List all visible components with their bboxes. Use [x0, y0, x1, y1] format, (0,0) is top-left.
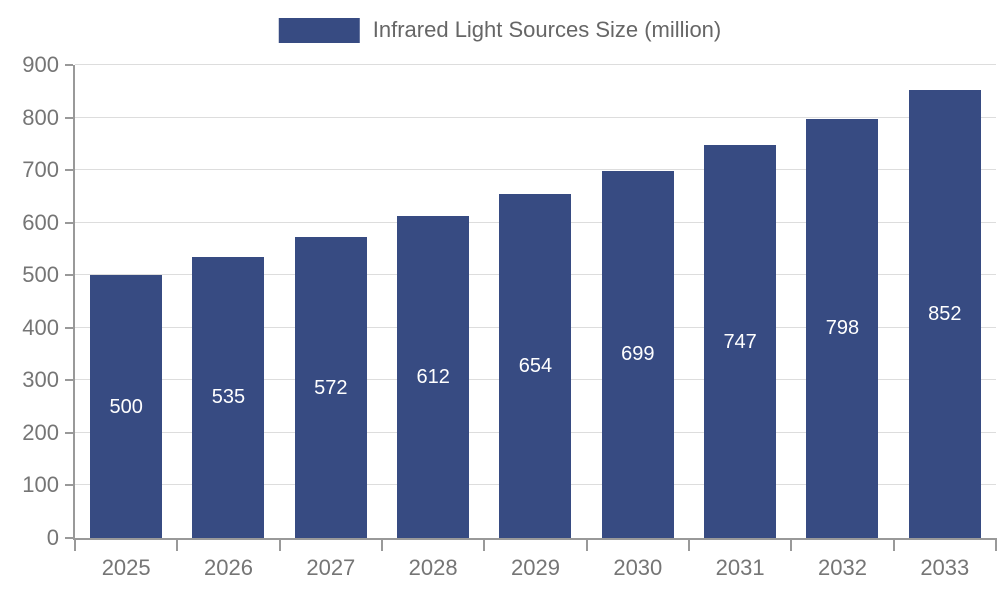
bar-2028[interactable]: 612 — [397, 216, 470, 538]
x-axis-tick — [687, 538, 690, 551]
x-tick-label: 2033 — [920, 555, 970, 580]
bar-value-label: 654 — [518, 355, 553, 378]
x-tick-label: 2030 — [613, 555, 663, 580]
legend-label: Infrared Light Sources Size (million) — [372, 17, 722, 42]
x-tick-label: 2031 — [715, 555, 765, 580]
y-axis-tick — [65, 169, 73, 172]
x-axis-tick — [278, 538, 281, 551]
x-tick-label: 2027 — [306, 555, 356, 580]
bar-2025[interactable]: 500 — [90, 275, 163, 538]
gridline — [75, 116, 996, 118]
x-axis-tick — [995, 538, 997, 551]
bar-band-2027: 572 — [280, 65, 382, 538]
gridline — [75, 64, 996, 65]
x-axis-tick — [380, 538, 383, 551]
y-axis-tick — [65, 116, 73, 119]
bar-value-label: 612 — [416, 366, 450, 389]
y-axis-tick — [65, 537, 73, 539]
y-tick-label: 700 — [22, 157, 59, 183]
x-axis-tick — [483, 538, 486, 551]
y-tick-label: 400 — [22, 314, 59, 340]
bar-value-label: 500 — [109, 395, 143, 418]
y-tick-label: 600 — [22, 209, 59, 235]
bar-2033[interactable]: 852 — [908, 90, 981, 538]
y-axis-tick — [65, 326, 73, 329]
bar-2030[interactable]: 699 — [601, 170, 674, 538]
y-tick-label: 300 — [22, 367, 59, 393]
x-tick-label: 2025 — [101, 555, 151, 580]
y-tick-label: 100 — [22, 472, 59, 498]
bar-2029[interactable]: 654 — [499, 194, 572, 538]
bar-value-label: 852 — [928, 303, 962, 326]
bar-value-label: 535 — [211, 386, 246, 409]
y-axis-tick — [65, 274, 73, 277]
bar-value-label: 572 — [314, 376, 348, 399]
x-axis-tick — [176, 538, 179, 551]
bar-band-2033: 852 — [894, 65, 996, 538]
x-axis-tick — [585, 538, 588, 551]
bar-band-2032: 798 — [791, 65, 893, 538]
y-tick-label: 500 — [22, 262, 59, 288]
x-axis-tick — [790, 538, 793, 551]
bar-value-label: 798 — [825, 317, 860, 340]
bar-band-2025: 500 — [75, 65, 177, 538]
bar-value-label: 699 — [621, 343, 655, 366]
y-axis-tick — [65, 484, 73, 487]
y-tick-label: 800 — [22, 104, 59, 130]
bar-band-2031: 747 — [689, 65, 791, 538]
y-axis-tick — [65, 379, 73, 382]
bar-band-2029: 654 — [484, 65, 586, 538]
bars-layer: 500 535 572 612 654 699 747 798 852 — [75, 65, 996, 538]
legend[interactable]: Infrared Light Sources Size (million) — [278, 17, 722, 43]
bar-2032[interactable]: 798 — [806, 118, 879, 538]
x-tick-label: 2032 — [817, 555, 867, 580]
y-tick-label: 900 — [22, 52, 59, 77]
bar-value-label: 747 — [723, 330, 757, 353]
bar-2031[interactable]: 747 — [704, 145, 777, 538]
y-axis-tick — [65, 64, 73, 66]
bar-band-2030: 699 — [587, 65, 689, 538]
bar-band-2028: 612 — [382, 65, 484, 538]
y-axis-tick — [65, 221, 73, 224]
x-axis-tick — [74, 538, 76, 551]
legend-swatch — [278, 17, 360, 43]
bar-band-2026: 535 — [177, 65, 279, 538]
x-tick-label: 2029 — [511, 555, 560, 580]
plot-area: 0 100 200 300 400 500 600 700 800 900 500 535 572 61… — [22, 54, 997, 580]
y-tick-label: 200 — [22, 419, 59, 445]
x-tick-label: 2028 — [408, 555, 458, 580]
gridline — [75, 169, 996, 171]
x-tick-label: 2026 — [204, 555, 253, 580]
x-axis-labels: 2025 2026 2027 2028 2029 2030 2031 2032 2033 — [75, 555, 996, 581]
bar-2027[interactable]: 572 — [294, 237, 367, 538]
y-tick-label: 0 — [46, 525, 59, 550]
x-axis-tick — [892, 538, 895, 551]
y-axis-tick — [65, 431, 73, 434]
bar-2026[interactable]: 535 — [192, 256, 265, 538]
